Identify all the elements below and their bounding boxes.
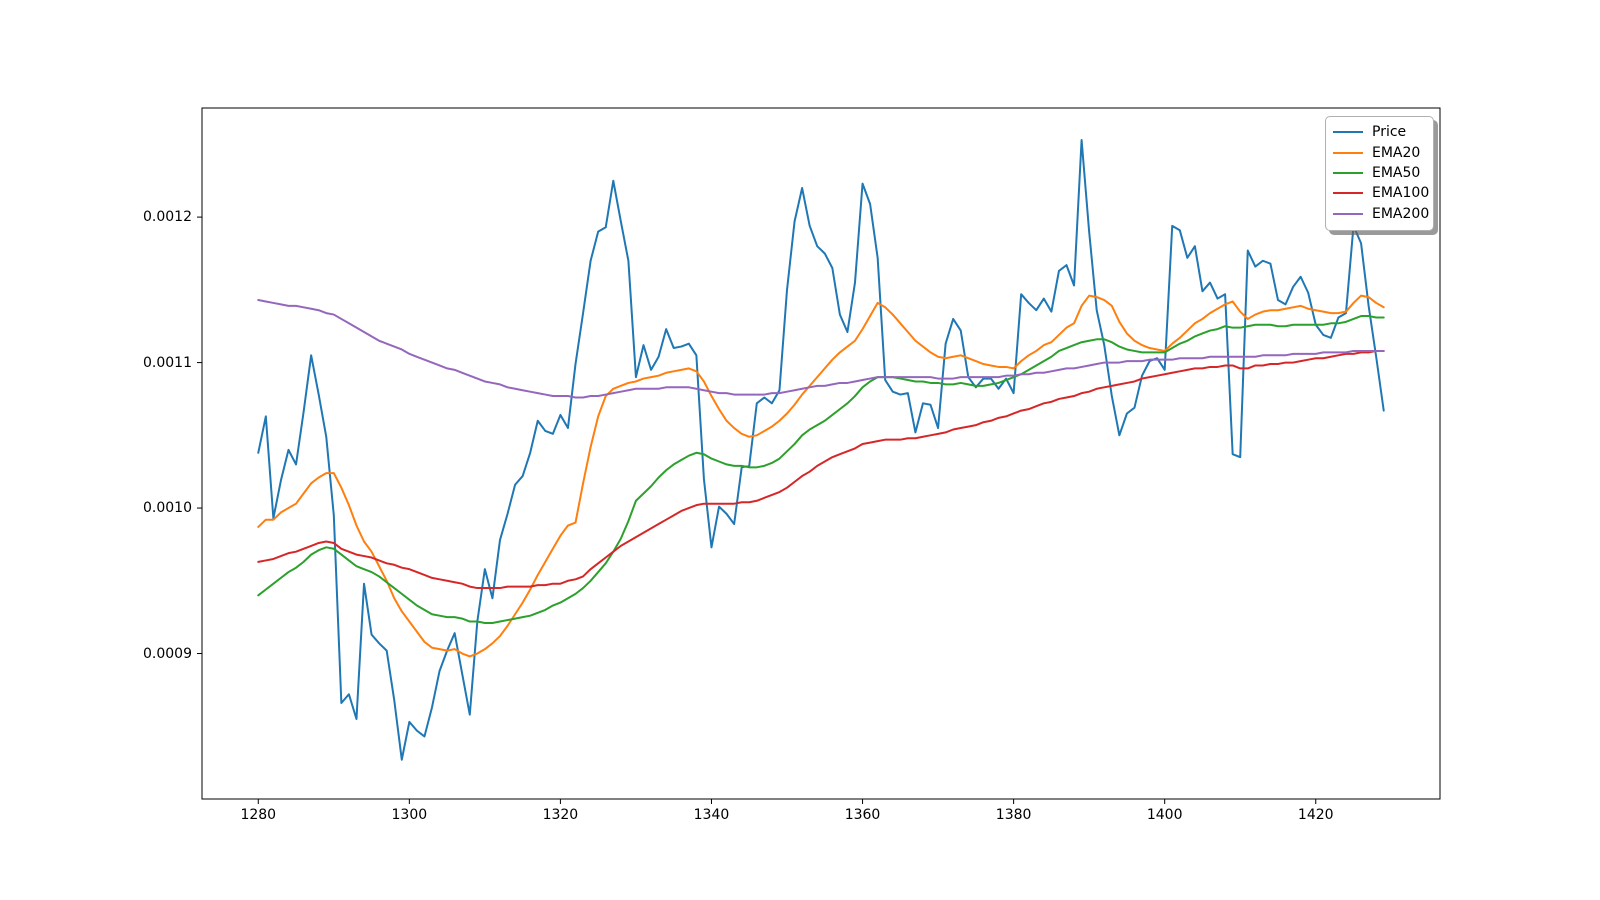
ema50-line [257,315,1385,624]
x-tick-label: 1400 [1146,807,1183,823]
legend-line-sample-ema200 [1333,212,1363,215]
x-tick-label: 1320 [542,807,579,823]
legend-line-sample-price [1333,131,1363,134]
legend-line-sample-ema100 [1333,192,1363,195]
x-tick-label: 1300 [391,807,428,823]
plot-frame [201,107,1441,800]
x-tick-label: 1420 [1297,807,1334,823]
price-line [257,139,1385,761]
legend-label-ema200: EMA200 [1372,205,1430,222]
x-tick-label: 1340 [693,807,730,823]
legend-label-ema20: EMA20 [1372,144,1421,161]
y-tick-label: 0.0010 [143,500,192,517]
legend-entry-ema200: EMA200 [1333,204,1429,224]
legend-entry-ema50: EMA50 [1333,163,1425,183]
legend-label-ema100: EMA100 [1372,185,1430,202]
ema20-line [257,294,1385,658]
legend-entry-price: Price [1333,122,1425,142]
x-tick-label: 1280 [240,807,277,823]
legend-line-sample-ema50 [1333,171,1363,174]
y-tick-label: 0.0009 [143,645,192,662]
legend-label-ema50: EMA50 [1372,164,1421,181]
y-tick-label: 0.0012 [143,209,192,226]
ema100-line [257,349,1385,590]
y-tick-label: 0.0011 [143,354,192,371]
ema200-line [257,299,1385,399]
legend-label-price: Price [1372,124,1407,141]
legend-entry-ema20: EMA20 [1333,142,1425,162]
x-tick-label: 1380 [995,807,1032,823]
legend-line-sample-ema20 [1333,151,1363,154]
x-tick-label: 1360 [844,807,881,823]
legend-entry-ema100: EMA100 [1333,183,1429,203]
legend-box: Price EMA20 EMA50 EMA100 EMA200 [1325,116,1434,231]
